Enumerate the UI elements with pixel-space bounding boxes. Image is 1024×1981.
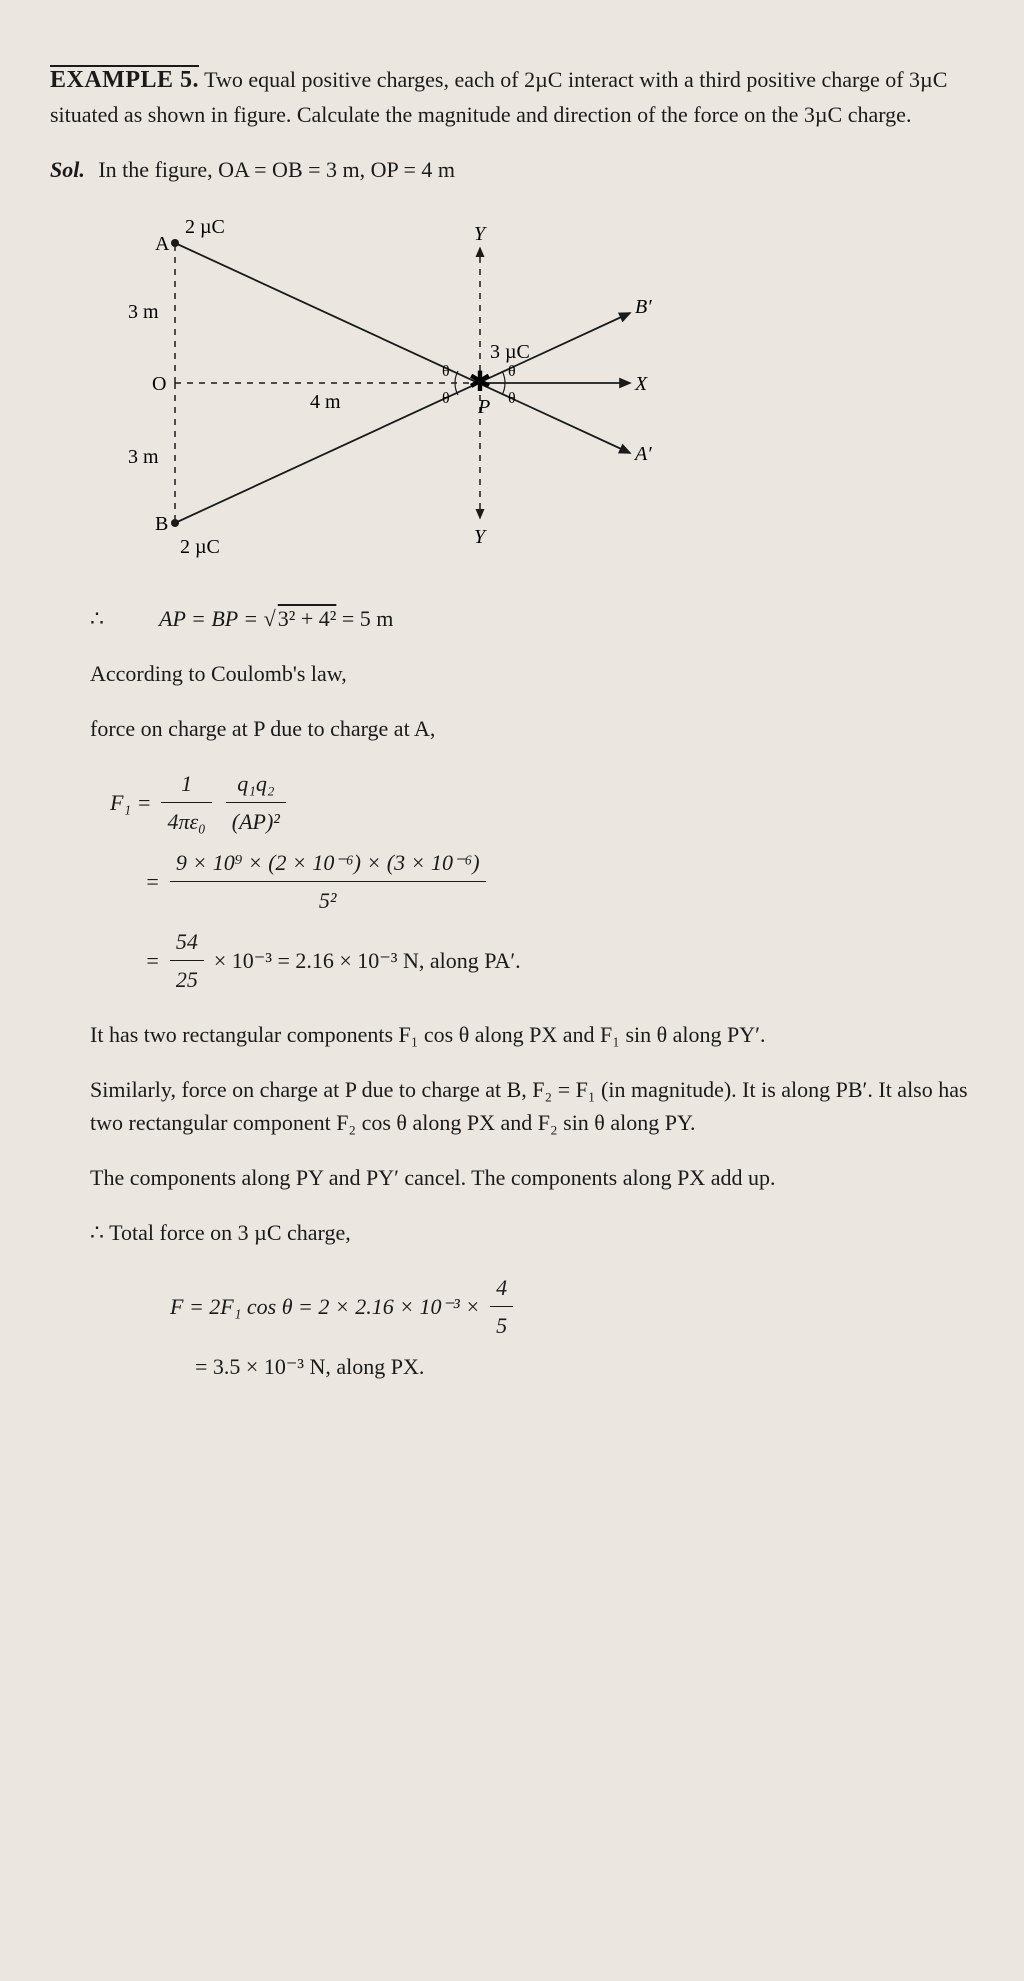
label-Ybot: Y <box>474 526 487 548</box>
para-components-3: The components along PY and PY′ cancel. … <box>90 1161 974 1194</box>
label-Ytop: Y <box>474 223 487 245</box>
para-components-2: Similarly, force on charge at P due to c… <box>90 1073 974 1139</box>
label-B: B <box>155 513 168 535</box>
total-force-intro: ∴ Total force on 3 µC charge, <box>90 1216 974 1249</box>
example-label: EXAMPLE 5. <box>50 67 199 93</box>
line-AP-Aprime <box>175 243 630 453</box>
force-intro: force on charge at P due to charge at A, <box>90 712 974 745</box>
F-lhs: F = 2F₁ cos θ = 2 × 2.16 × 10⁻³ × <box>170 1290 480 1323</box>
diagram-svg: ✱ A 2 µC B 2 µC O P 3 µC X Y Y A′ B′ 3 m… <box>110 208 670 568</box>
label-OP-len: 4 m <box>310 391 341 413</box>
ap-bp-sqrt: 3² + 4² <box>276 606 337 631</box>
theta-4: θ <box>442 390 450 407</box>
frac-q1q2-ap2: q₁q₂ (AP)² <box>226 767 286 838</box>
F1-line3-rest: × 10⁻³ = 2.16 × 10⁻³ N, along PA′. <box>214 944 521 977</box>
angle-arc-1 <box>502 371 505 383</box>
label-OA-len: 3 m <box>128 301 159 323</box>
problem-statement: EXAMPLE 5. Two equal positive charges, e… <box>50 62 974 131</box>
theta-3: θ <box>442 363 450 380</box>
point-B <box>171 519 179 527</box>
sol-label: Sol. <box>50 157 85 182</box>
figure: ✱ A 2 µC B 2 µC O P 3 µC X Y Y A′ B′ 3 m… <box>110 208 974 577</box>
point-P: ✱ <box>468 367 491 398</box>
F1-lhs: F₁ = <box>110 786 151 819</box>
label-O: O <box>152 373 166 395</box>
F1-eq-line2: = 9 × 10⁹ × (2 × 10⁻⁶) × (3 × 10⁻⁶) 5² <box>145 846 974 917</box>
coulomb-intro: According to Coulomb's law, <box>90 657 974 690</box>
label-Bprime: B′ <box>635 296 652 318</box>
theta-2: θ <box>508 390 516 407</box>
F-eq-line2: = 3.5 × 10⁻³ N, along PX. <box>195 1350 974 1383</box>
ap-bp-lhs: AP = BP = <box>159 606 258 631</box>
F-eq-line1: F = 2F₁ cos θ = 2 × 2.16 × 10⁻³ × 4 5 <box>170 1271 974 1342</box>
label-X: X <box>634 373 648 395</box>
label-OB-len: 3 m <box>128 446 159 468</box>
theta-1: θ <box>508 363 516 380</box>
label-B-charge: 2 µC <box>180 536 220 558</box>
frac-54-25: 54 25 <box>170 925 204 996</box>
label-Aprime: A′ <box>633 443 652 465</box>
frac-numeric: 9 × 10⁹ × (2 × 10⁻⁶) × (3 × 10⁻⁶) 5² <box>170 846 486 917</box>
line-BP-Bprime <box>175 313 630 523</box>
frac-1-4pie0: 1 4πε₀ <box>161 767 211 838</box>
sol-intro-text: In the figure, OA = OB = 3 m, OP = 4 m <box>98 157 455 182</box>
F1-eq-line3: = 54 25 × 10⁻³ = 2.16 × 10⁻³ N, along PA… <box>145 925 974 996</box>
F1-eq-line1: F₁ = 1 4πε₀ q₁q₂ (AP)² <box>110 767 974 838</box>
label-A-charge: 2 µC <box>185 216 225 238</box>
para-components-1: It has two rectangular components F₁ cos… <box>90 1018 974 1051</box>
label-P: P <box>477 396 490 418</box>
frac-4-5: 4 5 <box>490 1271 513 1342</box>
solution-intro: Sol. In the figure, OA = OB = 3 m, OP = … <box>50 153 974 186</box>
angle-arc-2 <box>502 383 505 395</box>
ap-bp-line: AP = BP = √3² + 4² = 5 m <box>90 602 974 635</box>
ap-bp-rhs: = 5 m <box>342 606 394 631</box>
point-A <box>171 239 179 247</box>
label-P-charge: 3 µC <box>490 341 530 363</box>
label-A: A <box>155 233 170 255</box>
